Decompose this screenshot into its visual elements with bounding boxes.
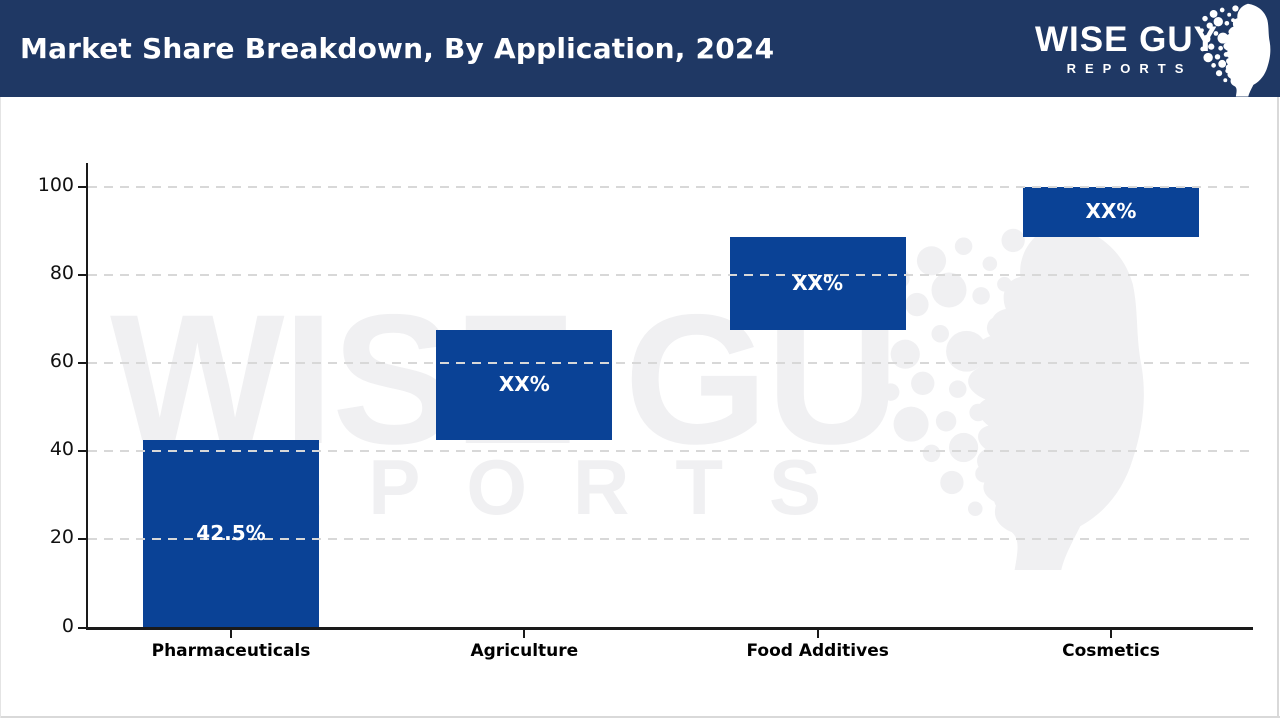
x-tick-mark-agriculture	[523, 629, 526, 638]
y-axis	[86, 163, 88, 630]
chart-area: 0 20 40 60 80 100 42.5% Pharmaceuticals XX% Agric…	[0, 97, 1280, 720]
y-tick-label-100: 100	[37, 173, 74, 196]
category-label-agriculture: Agriculture	[470, 640, 579, 661]
x-axis	[86, 627, 1253, 630]
y-tick-mark-80	[78, 273, 87, 276]
x-tick-mark-cosmetics	[1109, 629, 1112, 638]
category-label-food-additives: Food Additives	[746, 640, 889, 661]
image-border-right	[1277, 97, 1279, 718]
y-tick-label-20: 20	[49, 526, 74, 549]
brand-sub-wordmark: REPORTS	[1066, 60, 1193, 76]
watermark-face-icon	[868, 220, 1170, 570]
bar-value-label-pharmaceuticals: 42.5%	[196, 520, 266, 545]
bar-agriculture	[436, 329, 613, 441]
x-tick-mark-pharmaceuticals	[230, 629, 232, 638]
page-title: Market Share Breakdown, By Application, …	[20, 32, 775, 65]
brand-logo: WISE GUY REPORTS	[1035, 3, 1276, 95]
y-tick-label-0: 0	[61, 614, 74, 637]
bar-pharmaceuticals	[143, 440, 319, 628]
bar-value-label-food-additives: XX%	[792, 270, 844, 295]
y-tick-label-60: 60	[49, 349, 74, 372]
y-tick-mark-40	[78, 450, 87, 453]
y-tick-mark-20	[78, 538, 87, 541]
y-gridline-100	[88, 185, 1253, 188]
bar-value-label-cosmetics: XX%	[1085, 198, 1137, 223]
y-gridline-40	[88, 450, 1253, 453]
app-header: Market Share Breakdown, By Application, …	[0, 0, 1280, 97]
bar-food-additives	[729, 237, 906, 330]
y-gridline-60	[88, 361, 1253, 364]
y-tick-mark-100	[78, 185, 87, 188]
brand-logo-text: WISE GUY REPORTS	[1034, 20, 1218, 76]
category-label-cosmetics: Cosmetics	[1062, 640, 1160, 661]
x-tick-mark-food-additives	[816, 629, 819, 638]
bar-value-label-agriculture: XX%	[498, 371, 550, 396]
y-tick-label-80: 80	[49, 261, 74, 284]
y-tick-mark-0	[78, 626, 87, 629]
image-border-left	[0, 97, 1, 718]
image-border-bottom	[0, 716, 1280, 718]
category-label-pharmaceuticals: Pharmaceuticals	[151, 640, 311, 661]
y-tick-mark-60	[78, 361, 87, 364]
y-gridline-80	[88, 273, 1253, 276]
brand-face-icon	[1198, 3, 1276, 95]
brand-wordmark: WISE GUY	[1034, 20, 1218, 60]
y-gridline-20	[88, 538, 1253, 541]
bar-cosmetics	[1022, 186, 1199, 238]
y-tick-label-40: 40	[49, 438, 74, 461]
